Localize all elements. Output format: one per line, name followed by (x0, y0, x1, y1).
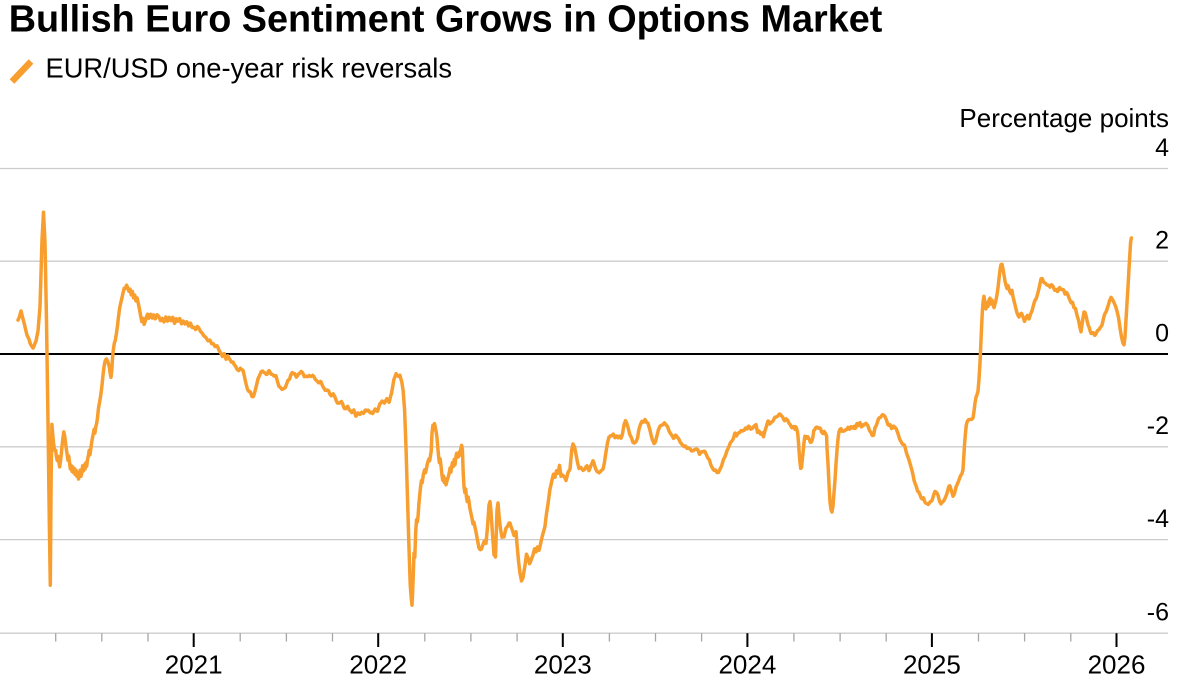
svg-text:EUR/USD one-year risk reversal: EUR/USD one-year risk reversals (46, 52, 453, 83)
svg-text:-2: -2 (1147, 412, 1169, 440)
svg-text:Percentage points: Percentage points (959, 103, 1169, 133)
svg-text:2026: 2026 (1088, 649, 1146, 679)
svg-text:-6: -6 (1147, 599, 1169, 627)
svg-text:-4: -4 (1147, 505, 1169, 533)
svg-text:2021: 2021 (165, 649, 223, 679)
svg-text:0: 0 (1155, 319, 1169, 347)
svg-text:2023: 2023 (534, 649, 592, 679)
svg-text:2024: 2024 (718, 649, 776, 679)
svg-text:2025: 2025 (903, 649, 961, 679)
svg-text:2022: 2022 (349, 649, 407, 679)
svg-text:Bullish Euro Sentiment Grows i: Bullish Euro Sentiment Grows in Options … (9, 0, 883, 41)
svg-text:4: 4 (1155, 134, 1169, 162)
svg-text:2: 2 (1155, 227, 1169, 255)
